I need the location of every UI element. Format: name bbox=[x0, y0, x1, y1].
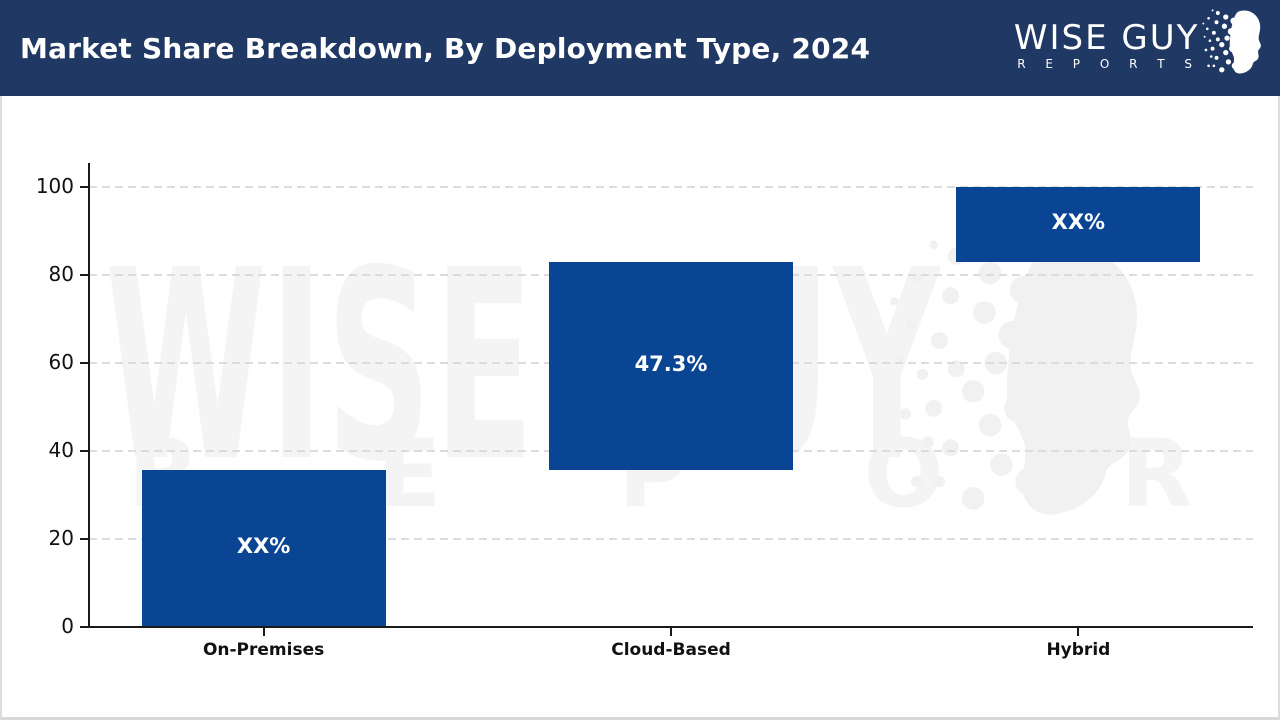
y-tick-label: 20 bbox=[48, 526, 74, 550]
brand-head-icon bbox=[1202, 9, 1261, 74]
bar-value-label: 47.3% bbox=[634, 351, 708, 376]
watermark-head-icon bbox=[890, 240, 1140, 515]
brand-name: WISE GUY bbox=[1013, 17, 1200, 58]
brand-logo-text: WISE GUY R E P O R T S bbox=[1013, 17, 1200, 72]
y-tick-label: 60 bbox=[48, 350, 74, 374]
y-tick-mark bbox=[80, 626, 89, 628]
y-tick-label: 40 bbox=[48, 438, 74, 462]
brand-subname: R E P O R T S bbox=[1017, 57, 1200, 72]
x-tick-mark bbox=[262, 628, 265, 636]
x-category-label: Cloud-Based bbox=[611, 640, 731, 660]
gridline bbox=[89, 186, 1253, 188]
x-category-label: On-Premises bbox=[202, 640, 325, 660]
bar-value-label: XX% bbox=[1051, 210, 1106, 235]
bar-segment bbox=[141, 469, 386, 627]
header-bar: Market Share Breakdown, By Deployment Ty… bbox=[0, 0, 1280, 96]
y-tick-mark bbox=[80, 362, 89, 364]
y-tick-mark bbox=[80, 274, 89, 276]
bar-segment bbox=[956, 187, 1201, 262]
bar-segment bbox=[549, 261, 793, 470]
x-tick-mark bbox=[1077, 628, 1080, 636]
x-axis-line bbox=[88, 626, 1253, 628]
y-tick-label: 0 bbox=[61, 614, 74, 638]
y-tick-label: 80 bbox=[48, 262, 74, 286]
x-category-label: Hybrid bbox=[1046, 640, 1111, 660]
brand-logo: WISE GUY R E P O R T S bbox=[1013, 4, 1268, 88]
y-tick-label: 100 bbox=[35, 174, 74, 198]
gridline bbox=[89, 538, 1253, 540]
page-title: Market Share Breakdown, By Deployment Ty… bbox=[20, 31, 871, 65]
x-tick-mark bbox=[670, 628, 672, 636]
y-axis-line bbox=[88, 163, 90, 628]
bar-value-label: XX% bbox=[236, 534, 291, 559]
y-tick-mark bbox=[80, 538, 89, 540]
y-tick-mark bbox=[80, 186, 89, 188]
watermark-text: WISE GUY bbox=[105, 214, 943, 519]
y-tick-mark bbox=[80, 450, 89, 452]
